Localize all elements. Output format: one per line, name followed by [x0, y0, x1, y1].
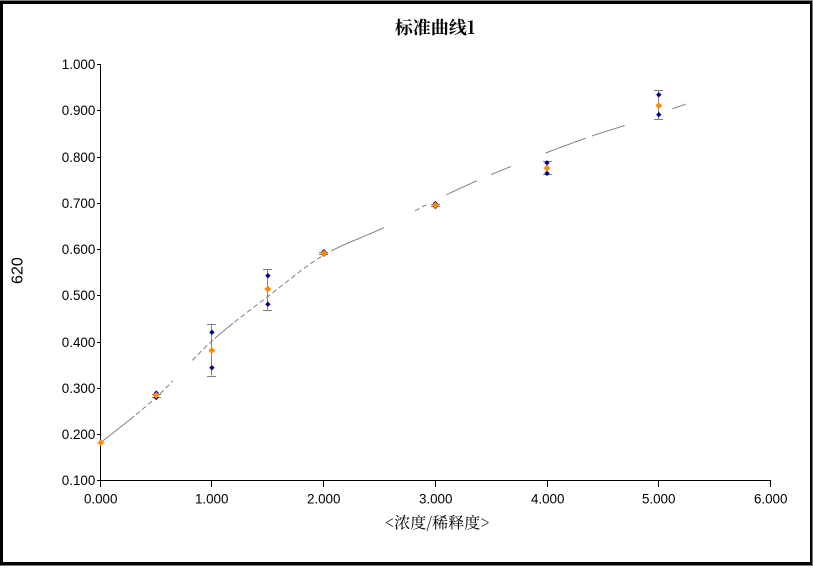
svg-text:0.200: 0.200: [62, 427, 96, 442]
svg-text:0.100: 0.100: [62, 473, 96, 488]
svg-text:0.300: 0.300: [62, 381, 96, 396]
svg-text:1.000: 1.000: [195, 492, 229, 507]
svg-text:3.000: 3.000: [419, 492, 453, 507]
svg-text:620: 620: [10, 257, 27, 284]
svg-text:1.000: 1.000: [62, 57, 96, 72]
svg-text:4.000: 4.000: [531, 492, 565, 507]
svg-text:0.000: 0.000: [84, 492, 118, 507]
svg-text:2.000: 2.000: [307, 492, 341, 507]
svg-text:0.600: 0.600: [62, 242, 96, 257]
svg-text:0.500: 0.500: [62, 288, 96, 303]
svg-text:0.900: 0.900: [62, 103, 96, 118]
svg-text:0.800: 0.800: [62, 150, 96, 165]
svg-text:0.700: 0.700: [62, 196, 96, 211]
svg-text:0.400: 0.400: [62, 335, 96, 350]
svg-text:5.000: 5.000: [642, 492, 676, 507]
svg-text:6.000: 6.000: [754, 492, 788, 507]
